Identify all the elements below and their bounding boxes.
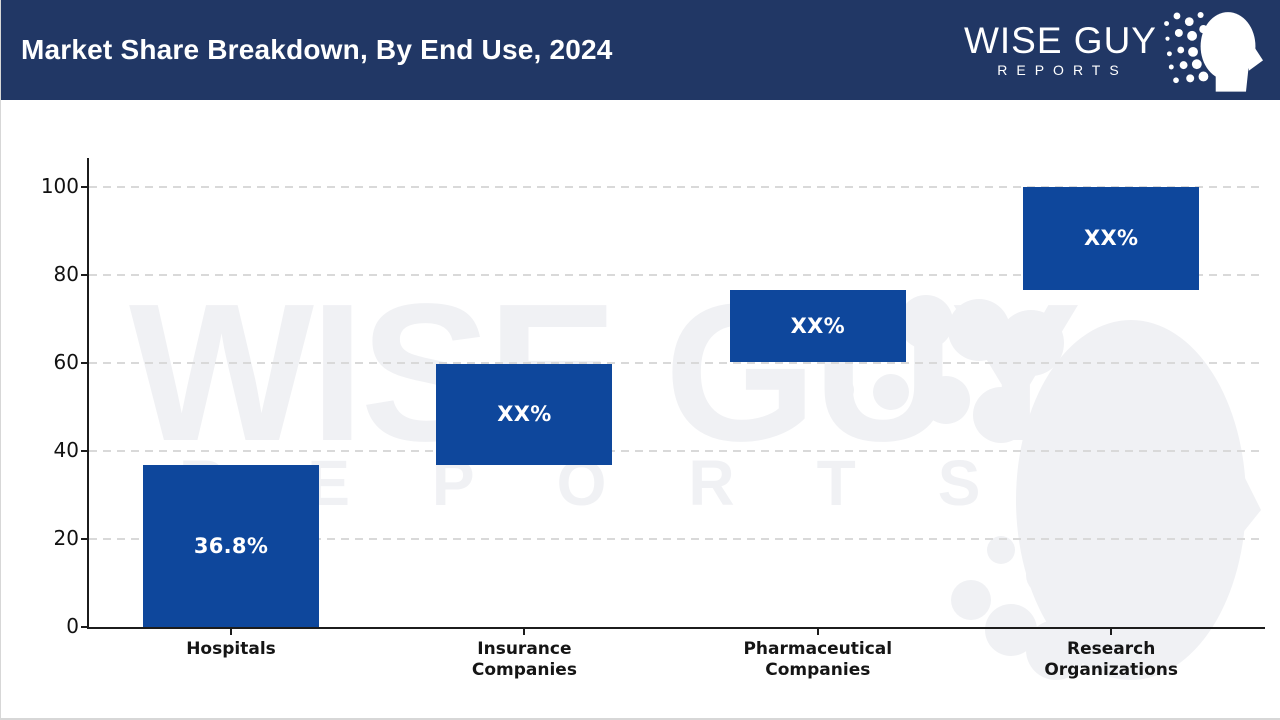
category-label-line: Companies [765,660,871,680]
bar-pharmaceutical-companies: XX% [729,289,906,363]
ytick-mark-80 [81,274,89,276]
bar-value-label-research-organizations: XX% [1084,226,1139,251]
category-label-hospitals: Hospitals [111,639,351,660]
page-title: Market Share Breakdown, By End Use, 2024 [21,34,613,65]
bar-research-organizations: XX% [1023,187,1200,290]
logo-subtitle: REPORTS [997,62,1128,78]
ytick-label-80: 80 [53,262,79,286]
xtick-mark-research-organizations [1110,629,1113,635]
header-bar: Market Share Breakdown, By End Use, 2024… [1,0,1280,100]
ytick-label-40: 40 [53,438,79,462]
gridline-60 [89,362,1265,364]
chart-area: WISE GUY REPORTS 0 20 40 60 80 100 36.8% Hospit… [1,100,1280,718]
logo-head-icon [1164,11,1263,92]
category-label-research-organizations: Research Organizations [991,639,1231,681]
gridline-20 [89,538,1265,540]
ytick-mark-0 [81,626,89,628]
gridline-40 [89,450,1265,452]
category-label-line: Pharmaceutical [743,639,893,659]
ytick-label-20: 20 [53,526,79,550]
y-axis-line [87,158,89,629]
ytick-mark-100 [81,186,89,188]
ytick-mark-60 [81,362,89,364]
logo-text: WISE GUY REPORTS [964,22,1157,78]
category-label-line: Organizations [1044,660,1178,680]
ytick-mark-40 [81,450,89,452]
bar-insurance-companies: XX% [436,363,613,466]
category-label-insurance-companies: Insurance Companies [404,639,644,681]
bar-value-label-pharmaceutical-companies: XX% [790,314,845,339]
bar-value-label-insurance-companies: XX% [497,402,552,427]
xtick-mark-hospitals [230,629,232,635]
gridline-80 [89,274,1265,276]
xtick-mark-pharmaceutical-companies [816,629,819,635]
wise-guy-logo: WISE GUY REPORTS [964,6,1263,94]
bar-hospitals: 36.8% [143,465,319,627]
category-label-line: Research [1067,639,1156,659]
ytick-label-60: 60 [53,350,79,374]
category-label-line: Insurance [477,639,572,659]
ytick-label-0: 0 [66,614,79,638]
bar-value-label-hospitals: 36.8% [193,534,269,559]
category-label-pharmaceutical-companies: Pharmaceutical Companies [698,639,938,681]
ytick-mark-20 [81,538,89,540]
logo-wordmark: WISE GUY [963,20,1157,61]
xtick-mark-insurance-companies [523,629,526,635]
ytick-label-100: 100 [40,174,79,198]
x-axis-line [87,627,1265,629]
category-label-line: Hospitals [186,639,276,659]
gridline-100 [89,186,1265,188]
category-label-line: Companies [471,660,577,680]
